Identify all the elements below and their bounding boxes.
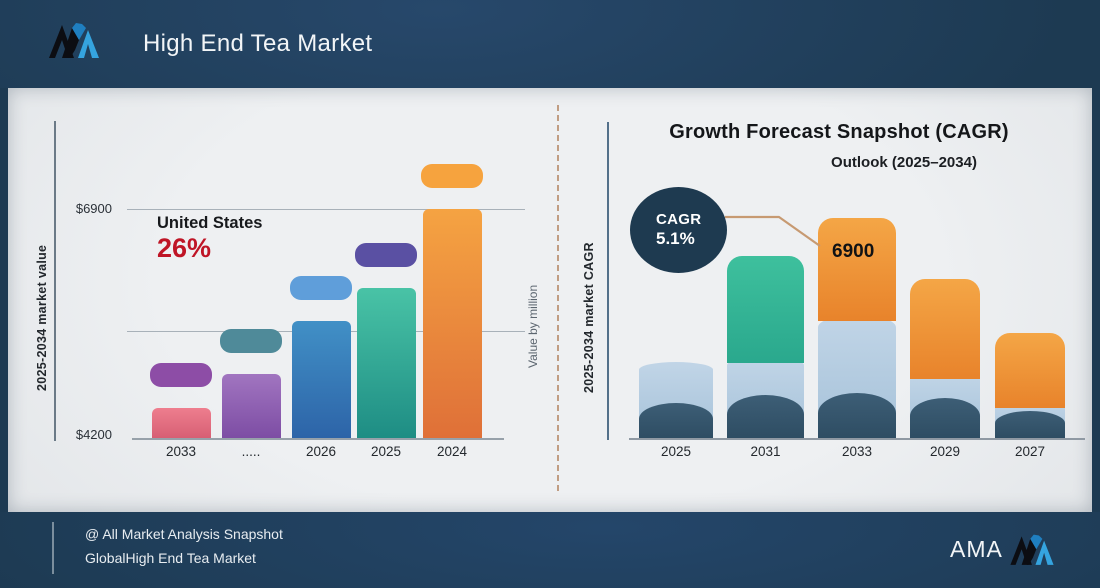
- right-bars-group: 2025 2031 2033 2029 2027: [557, 88, 1092, 512]
- content-area: 2025-2034 market value $6900 $4200 Unite…: [0, 88, 1100, 512]
- bar-2025-base-segment: [639, 402, 713, 438]
- left-bar-2026: [291, 320, 351, 438]
- bar-2033-base-segment: [818, 393, 896, 438]
- right-x-tick-2025: 2025: [660, 444, 692, 459]
- left-bar-cap-2024: [421, 164, 483, 188]
- left-bar-cap-.....: [220, 329, 282, 354]
- left-bars-group: 2033..... 2026 2025 2024: [8, 88, 557, 512]
- left-x-tick-.....: .....: [241, 444, 261, 459]
- left-y-axis-line: [54, 121, 56, 441]
- left-bar-.....: [221, 374, 281, 438]
- left-bar-cap-2026: [290, 275, 352, 300]
- left-chart: 2025-2034 market value $6900 $4200 Unite…: [8, 88, 557, 512]
- footer-attribution: @ All Market Analysis Snapshot: [85, 526, 283, 542]
- bar-2027-top-segment: [995, 332, 1065, 408]
- left-bar-cap-2033: [150, 363, 212, 388]
- footer-brand-text: AMA: [950, 536, 1003, 562]
- left-bar-2025: [356, 287, 416, 438]
- right-x-tick-2029: 2029: [929, 444, 961, 459]
- header: High End Tea Market: [0, 0, 1100, 88]
- footer-report-name: GlobalHigh End Tea Market: [85, 550, 256, 566]
- footer-divider-line: [52, 522, 54, 574]
- bar-2029-base-segment: [910, 397, 980, 438]
- cagr-badge: CAGR 5.1%: [630, 187, 727, 273]
- tick-4200: $4200: [75, 427, 112, 442]
- bar-2029-top-segment: [910, 278, 980, 379]
- region-highlight-value: 26%: [157, 233, 212, 263]
- gridline-6900: [127, 209, 525, 210]
- tick-6900: $6900: [75, 201, 112, 216]
- bar-2031-base-segment: [727, 394, 804, 438]
- right-x-axis-line: [629, 438, 1085, 440]
- page-title: High End Tea Market: [143, 30, 373, 57]
- footer: @ All Market Analysis Snapshot GlobalHig…: [0, 512, 1100, 588]
- right-x-tick-2027: 2027: [1014, 444, 1046, 459]
- cagr-badge-label: CAGR: [656, 211, 702, 228]
- bar-2027-base-segment: [995, 410, 1065, 438]
- right-y-axis-line: [607, 122, 609, 440]
- left-bar-2024: [422, 209, 482, 438]
- chart-panel: 2025-2034 market value $6900 $4200 Unite…: [8, 88, 1092, 512]
- left-x-tick-2024: 2024: [436, 444, 468, 459]
- cagr-badge-value: 5.1%: [656, 229, 695, 248]
- bar-2031-top-segment: [727, 255, 804, 363]
- left-bar-cap-2025: [355, 242, 417, 267]
- region-label: United States: [157, 214, 263, 232]
- right-chart-subtitle: Outlook (2025–2034): [831, 154, 977, 171]
- left-x-axis-line: [132, 438, 504, 440]
- right-chart: 2025-2034 market CAGR Growth Forecast Sn…: [557, 88, 1092, 512]
- right-x-tick-2031: 2031: [750, 444, 781, 459]
- cagr-connector-line: [725, 215, 821, 247]
- bar-2033-top-segment: [818, 218, 896, 322]
- left-bar-2033: [151, 408, 211, 438]
- footer-ama-logo-icon: [1010, 534, 1054, 565]
- right-chart-title: Growth Forecast Snapshot (CAGR): [669, 121, 1009, 143]
- section-divider: [557, 105, 559, 491]
- left-x-tick-2026: 2026: [305, 444, 337, 459]
- bar-value-callout: 6900: [832, 241, 875, 262]
- right-x-tick-2033: 2033: [841, 444, 873, 459]
- left-x-tick-2025: 2025: [370, 444, 402, 459]
- left-x-tick-2033: 2033: [165, 444, 197, 459]
- ama-logo-icon: [49, 23, 99, 58]
- left-right-axis-label: Value by million: [526, 284, 540, 368]
